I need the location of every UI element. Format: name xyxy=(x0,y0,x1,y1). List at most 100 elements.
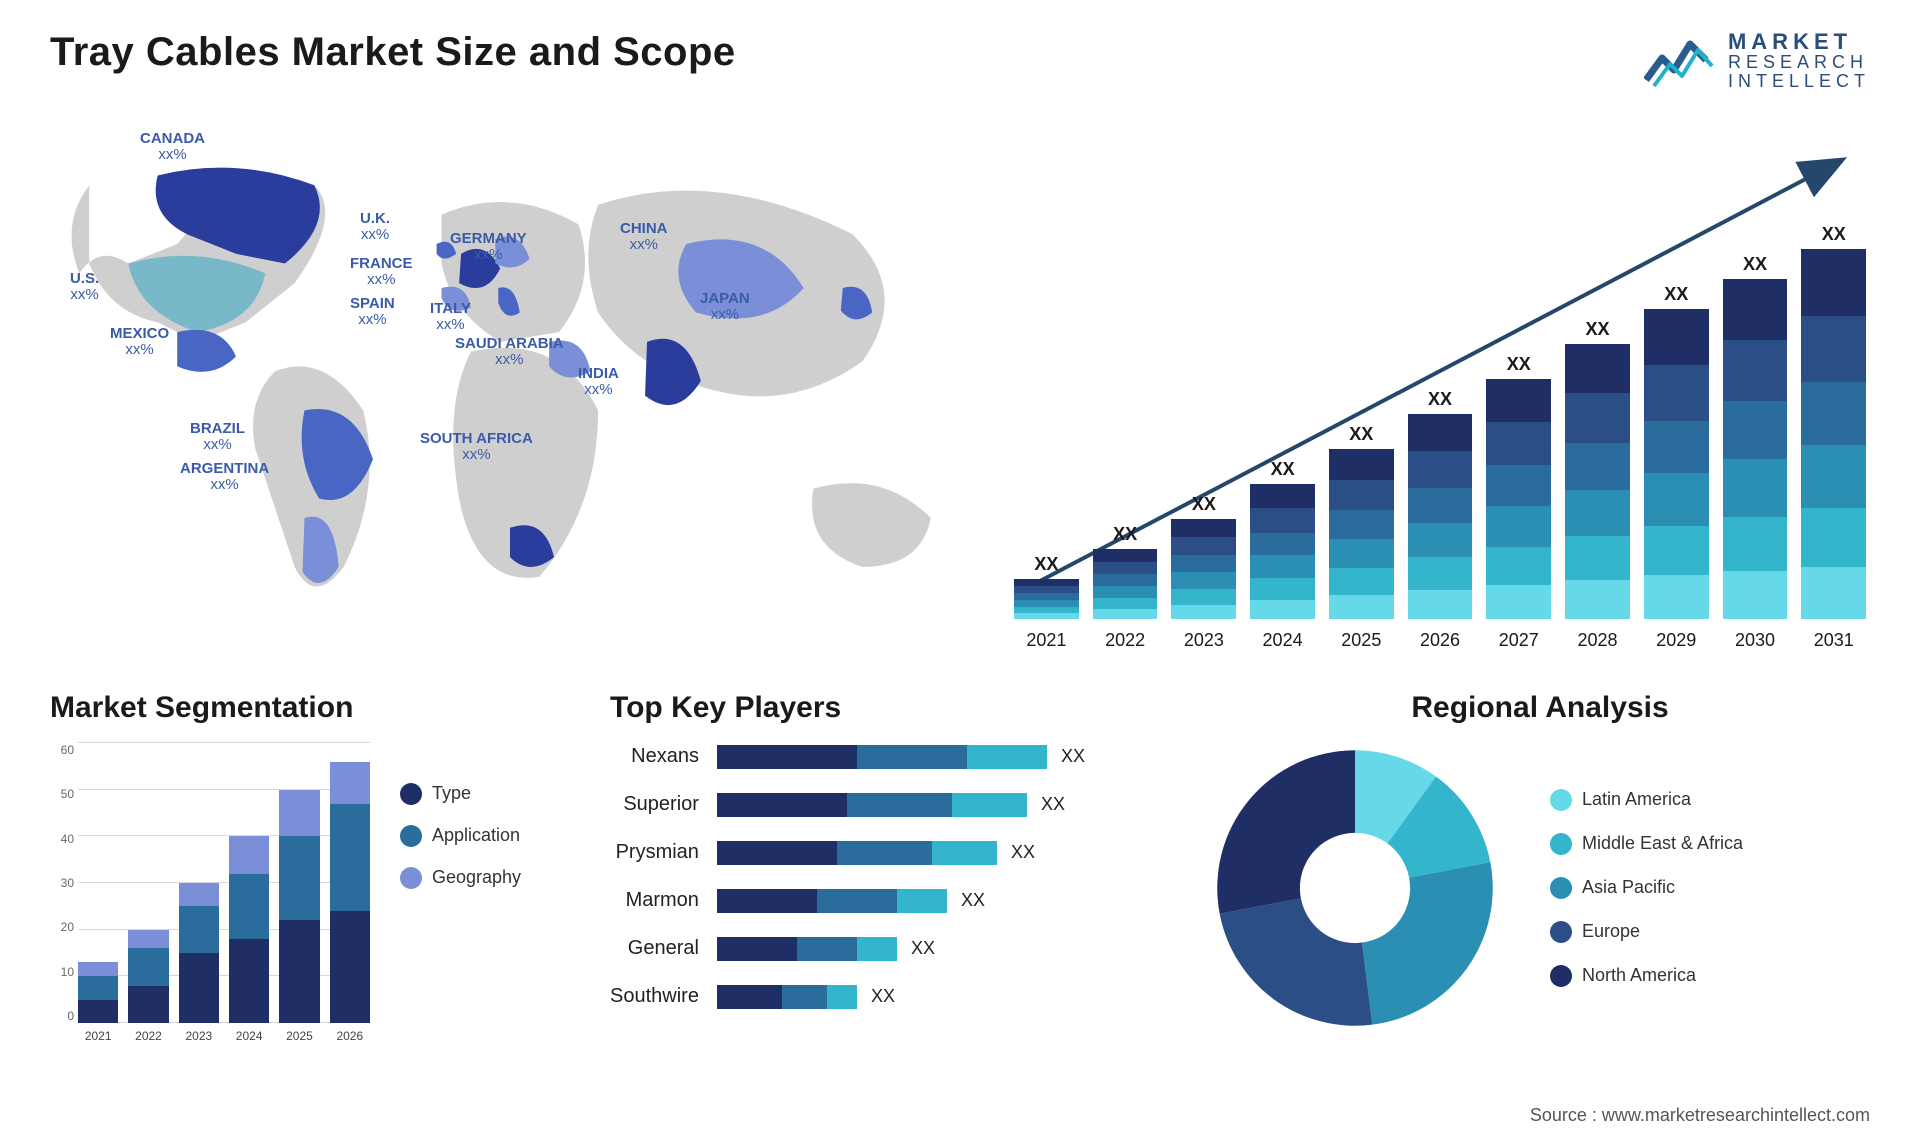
legend-swatch xyxy=(1550,877,1572,899)
legend-swatch xyxy=(400,783,422,805)
growth-bar-value: XX xyxy=(1192,494,1216,515)
growth-chart-panel: XXXXXXXXXXXXXXXXXXXXXX 20212022202320242… xyxy=(1010,111,1870,651)
segmentation-bar xyxy=(179,883,219,1023)
legend-item: Latin America xyxy=(1550,789,1743,811)
growth-bar: XX xyxy=(1408,389,1473,619)
growth-bar: XX xyxy=(1723,254,1788,619)
growth-xaxis-label: 2025 xyxy=(1329,630,1394,651)
player-name: Nexans xyxy=(631,743,699,771)
regional-legend: Latin America Middle East & Africa Asia Pa… xyxy=(1550,789,1743,987)
player-name: Marmon xyxy=(626,887,699,915)
growth-bar: XX xyxy=(1486,354,1551,619)
growth-xaxis-label: 2031 xyxy=(1801,630,1866,651)
legend-item: Asia Pacific xyxy=(1550,877,1743,899)
player-bar: XX xyxy=(717,743,1170,771)
growth-xaxis-label: 2022 xyxy=(1093,630,1158,651)
segmentation-xaxis-label: 2021 xyxy=(78,1029,118,1043)
player-bar: XX xyxy=(717,983,1170,1011)
segmentation-xaxis-label: 2024 xyxy=(229,1029,269,1043)
growth-bar: XX xyxy=(1093,524,1158,619)
player-name: General xyxy=(628,935,699,963)
segmentation-legend: Type Application Geography xyxy=(400,743,521,1043)
legend-swatch xyxy=(1550,789,1572,811)
growth-bars: XXXXXXXXXXXXXXXXXXXXXX xyxy=(1010,199,1870,619)
growth-bar: XX xyxy=(1565,319,1630,619)
page-title: Tray Cables Market Size and Scope xyxy=(50,30,736,75)
growth-bar-value: XX xyxy=(1822,224,1846,245)
logo-text-3: INTELLECT xyxy=(1728,72,1870,91)
growth-bar-value: XX xyxy=(1271,459,1295,480)
players-panel: Top Key Players NexansSuperiorPrysmianMa… xyxy=(610,691,1170,1043)
segmentation-xaxis-label: 2026 xyxy=(330,1029,370,1043)
legend-label: North America xyxy=(1582,965,1696,986)
legend-swatch xyxy=(1550,921,1572,943)
segmentation-title: Market Segmentation xyxy=(50,691,570,725)
growth-xaxis-label: 2026 xyxy=(1408,630,1473,651)
legend-item: Geography xyxy=(400,867,521,889)
source-attribution: Source : www.marketresearchintellect.com xyxy=(1530,1105,1870,1126)
segmentation-xaxis-label: 2025 xyxy=(279,1029,319,1043)
legend-swatch xyxy=(1550,965,1572,987)
world-map-panel: CANADAxx%U.S.xx%MEXICOxx%BRAZILxx%ARGENT… xyxy=(50,111,970,651)
growth-bar: XX xyxy=(1329,424,1394,619)
legend-label: Middle East & Africa xyxy=(1582,833,1743,854)
map-label: SPAINxx% xyxy=(350,296,395,329)
growth-bar-value: XX xyxy=(1113,524,1137,545)
brand-logo: MARKET RESEARCH INTELLECT xyxy=(1644,30,1870,91)
growth-xaxis-label: 2030 xyxy=(1723,630,1788,651)
map-label: BRAZILxx% xyxy=(190,421,245,454)
segmentation-bar xyxy=(330,762,370,1023)
growth-xaxis: 2021202220232024202520262027202820292030… xyxy=(1010,630,1870,651)
map-label: ITALYxx% xyxy=(430,301,471,334)
growth-bar-value: XX xyxy=(1349,424,1373,445)
growth-xaxis-label: 2027 xyxy=(1486,630,1551,651)
segmentation-bar xyxy=(279,790,319,1023)
legend-swatch xyxy=(400,867,422,889)
player-bar-value: XX xyxy=(961,890,985,911)
growth-xaxis-label: 2028 xyxy=(1565,630,1630,651)
map-label: U.K.xx% xyxy=(360,211,390,244)
map-label: CHINAxx% xyxy=(620,221,668,254)
player-bar-value: XX xyxy=(1041,794,1065,815)
segmentation-xaxis-label: 2022 xyxy=(128,1029,168,1043)
regional-donut xyxy=(1210,743,1500,1033)
segmentation-panel: Market Segmentation 0102030405060 202120… xyxy=(50,691,570,1043)
segmentation-bar xyxy=(78,962,118,1023)
growth-bar: XX xyxy=(1171,494,1236,619)
map-label: ARGENTINAxx% xyxy=(180,461,269,494)
legend-item: Europe xyxy=(1550,921,1743,943)
legend-label: Europe xyxy=(1582,921,1640,942)
legend-label: Type xyxy=(432,783,471,804)
player-bar-value: XX xyxy=(1011,842,1035,863)
growth-bar-value: XX xyxy=(1664,284,1688,305)
map-label: SAUDI ARABIAxx% xyxy=(455,336,564,369)
player-name: Superior xyxy=(623,791,699,819)
segmentation-xaxis-label: 2023 xyxy=(179,1029,219,1043)
logo-icon xyxy=(1644,30,1714,90)
player-bar: XX xyxy=(717,935,1170,963)
growth-bar-value: XX xyxy=(1034,554,1058,575)
legend-item: Type xyxy=(400,783,521,805)
player-name: Prysmian xyxy=(616,839,699,867)
map-label: CANADAxx% xyxy=(140,131,205,164)
logo-text-1: MARKET xyxy=(1728,30,1870,53)
legend-label: Asia Pacific xyxy=(1582,877,1675,898)
regional-panel: Regional Analysis Latin AmericaMiddle Ea… xyxy=(1210,691,1870,1043)
legend-item: Application xyxy=(400,825,521,847)
legend-label: Application xyxy=(432,825,520,846)
growth-xaxis-label: 2023 xyxy=(1171,630,1236,651)
growth-bar: XX xyxy=(1801,224,1866,619)
map-label: SOUTH AFRICAxx% xyxy=(420,431,533,464)
players-bars: XX XX XX XX XX XX xyxy=(717,743,1170,1011)
growth-bar: XX xyxy=(1250,459,1315,619)
growth-bar-value: XX xyxy=(1743,254,1767,275)
map-label: GERMANYxx% xyxy=(450,231,527,264)
growth-bar: XX xyxy=(1014,554,1079,619)
legend-swatch xyxy=(400,825,422,847)
player-bar-value: XX xyxy=(1061,746,1085,767)
segmentation-chart: 0102030405060 202120222023202420252026 xyxy=(50,743,370,1043)
growth-xaxis-label: 2021 xyxy=(1014,630,1079,651)
growth-bar: XX xyxy=(1644,284,1709,619)
legend-label: Geography xyxy=(432,867,521,888)
map-label: FRANCExx% xyxy=(350,256,413,289)
